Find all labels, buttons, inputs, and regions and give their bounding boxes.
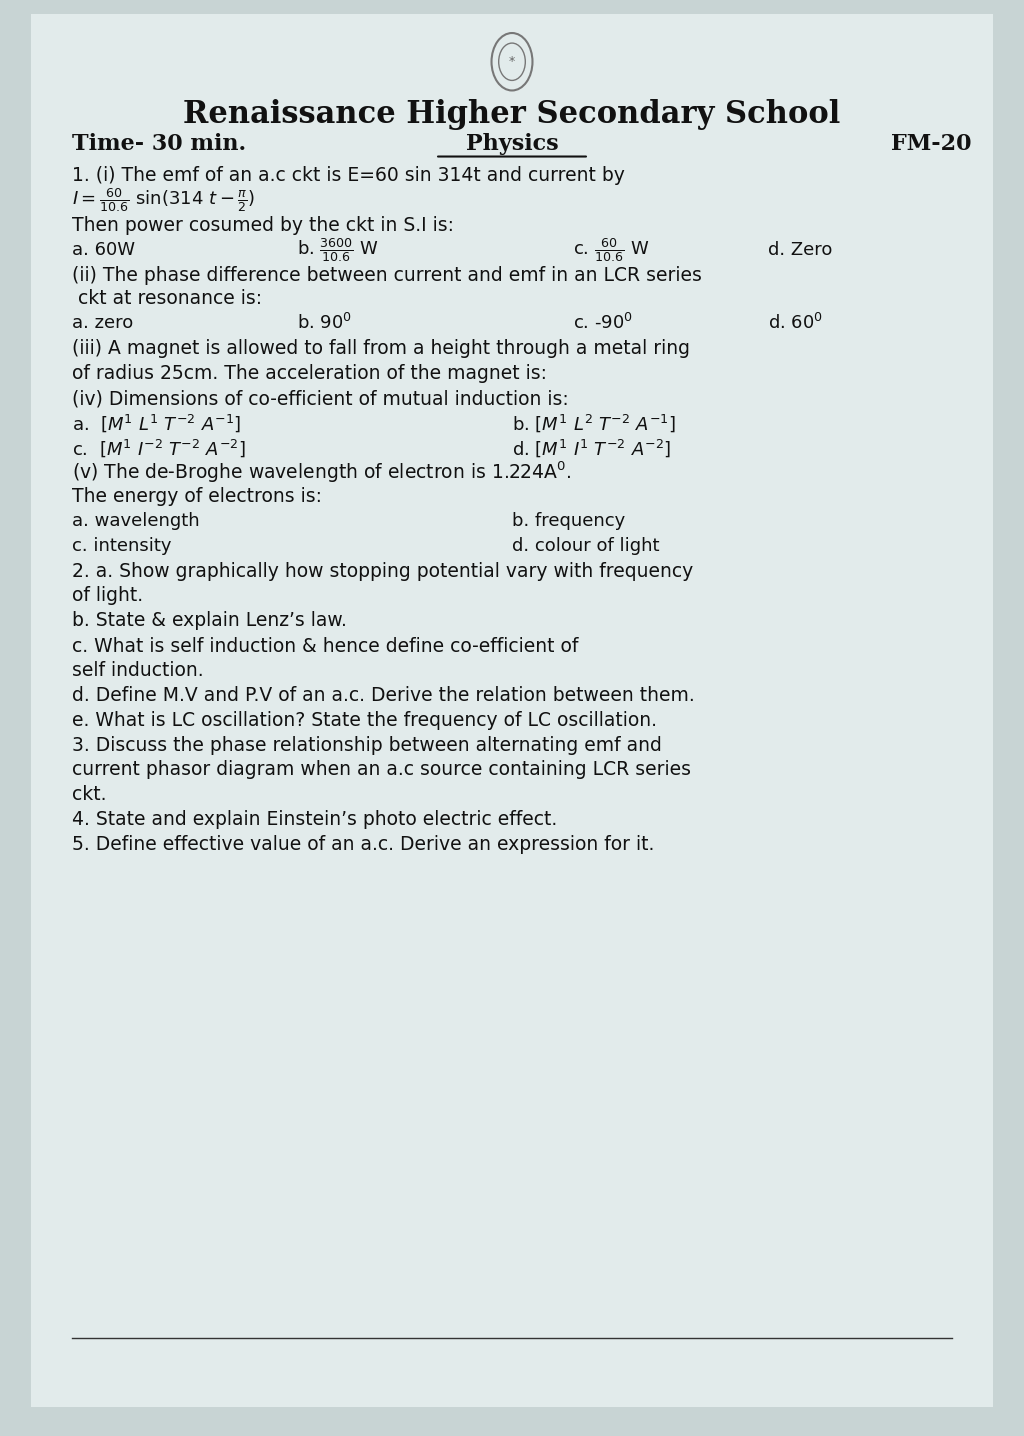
Text: *: * <box>509 55 515 69</box>
Text: a. wavelength: a. wavelength <box>72 513 200 530</box>
Text: d. $[M^1\ I^1\ T^{-2}\ A^{-2}]$: d. $[M^1\ I^1\ T^{-2}\ A^{-2}]$ <box>512 437 671 460</box>
Text: of light.: of light. <box>72 586 142 606</box>
Text: b. frequency: b. frequency <box>512 513 626 530</box>
Text: $I = \frac{60}{10.6}\ \sin(314\ t - \frac{\pi}{2})$: $I = \frac{60}{10.6}\ \sin(314\ t - \fra… <box>72 185 255 214</box>
Text: c.  $[M^1\ I^{-2}\ T^{-2}\ A^{-2}]$: c. $[M^1\ I^{-2}\ T^{-2}\ A^{-2}]$ <box>72 437 246 460</box>
Text: b. $\frac{3600}{10.6}$ W: b. $\frac{3600}{10.6}$ W <box>297 236 379 264</box>
Text: The energy of electrons is:: The energy of electrons is: <box>72 487 322 507</box>
Text: c. $\frac{60}{10.6}$ W: c. $\frac{60}{10.6}$ W <box>573 236 650 264</box>
Text: 5. Define effective value of an a.c. Derive an expression for it.: 5. Define effective value of an a.c. Der… <box>72 834 654 854</box>
Text: FM-20: FM-20 <box>891 132 972 155</box>
Text: ckt at resonance is:: ckt at resonance is: <box>72 289 262 309</box>
Text: c. intensity: c. intensity <box>72 537 171 554</box>
Text: (iv) Dimensions of co-efficient of mutual induction is:: (iv) Dimensions of co-efficient of mutua… <box>72 389 568 409</box>
Text: d. Zero: d. Zero <box>768 241 833 258</box>
Text: Then power cosumed by the ckt in S.I is:: Then power cosumed by the ckt in S.I is: <box>72 215 454 236</box>
Text: a. 60W: a. 60W <box>72 241 135 258</box>
Text: b. State & explain Lenz’s law.: b. State & explain Lenz’s law. <box>72 610 346 630</box>
Text: current phasor diagram when an a.c source containing LCR series: current phasor diagram when an a.c sourc… <box>72 760 690 780</box>
Text: self induction.: self induction. <box>72 661 204 681</box>
Text: a.  $[M^1\ L^1\ T^{-2}\ A^{-1}]$: a. $[M^1\ L^1\ T^{-2}\ A^{-1}]$ <box>72 412 241 435</box>
Text: c. What is self induction & hence define co-efficient of: c. What is self induction & hence define… <box>72 636 579 656</box>
Text: c. -90$^{0}$: c. -90$^{0}$ <box>573 313 634 333</box>
Text: 2. a. Show graphically how stopping potential vary with frequency: 2. a. Show graphically how stopping pote… <box>72 561 693 582</box>
Text: Renaissance Higher Secondary School: Renaissance Higher Secondary School <box>183 99 841 131</box>
Text: ckt.: ckt. <box>72 784 106 804</box>
Text: b. $[M^1\ L^2\ T^{-2}\ A^{-1}]$: b. $[M^1\ L^2\ T^{-2}\ A^{-1}]$ <box>512 412 676 435</box>
Text: a. zero: a. zero <box>72 314 133 332</box>
Text: 3. Discuss the phase relationship between alternating emf and: 3. Discuss the phase relationship betwee… <box>72 735 662 755</box>
Text: 4. State and explain Einstein’s photo electric effect.: 4. State and explain Einstein’s photo el… <box>72 810 557 830</box>
Text: d. 60$^{0}$: d. 60$^{0}$ <box>768 313 823 333</box>
Text: (iii) A magnet is allowed to fall from a height through a metal ring: (iii) A magnet is allowed to fall from a… <box>72 339 690 359</box>
Text: e. What is LC oscillation? State the frequency of LC oscillation.: e. What is LC oscillation? State the fre… <box>72 711 656 731</box>
Text: Time- 30 min.: Time- 30 min. <box>72 132 246 155</box>
Text: b. 90$^{0}$: b. 90$^{0}$ <box>297 313 352 333</box>
Text: Physics: Physics <box>466 132 558 155</box>
Text: d. Define M.V and P.V of an a.c. Derive the relation between them.: d. Define M.V and P.V of an a.c. Derive … <box>72 685 694 705</box>
Text: 1. (i) The emf of an a.c ckt is E=60 sin 314t and current by: 1. (i) The emf of an a.c ckt is E=60 sin… <box>72 165 625 185</box>
Text: d. colour of light: d. colour of light <box>512 537 659 554</box>
Text: (v) The de-Broghe wavelength of electron is 1.224A$^{0}$.: (v) The de-Broghe wavelength of electron… <box>72 460 571 485</box>
Text: of radius 25cm. The acceleration of the magnet is:: of radius 25cm. The acceleration of the … <box>72 363 547 383</box>
Text: (ii) The phase difference between current and emf in an LCR series: (ii) The phase difference between curren… <box>72 266 701 286</box>
